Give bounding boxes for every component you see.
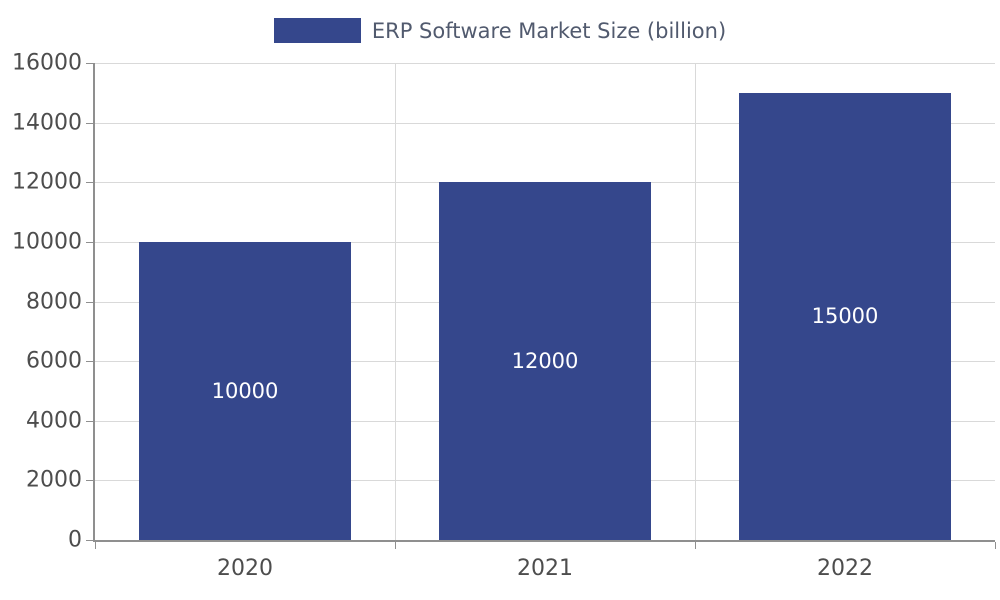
plot-area: 0 2000 4000 6000 8000 10000 12000 14000 16000 100… <box>12 51 996 581</box>
y-tick-mark <box>86 301 93 303</box>
x-tick-mark <box>395 542 396 549</box>
y-tick-label: 10000 <box>12 229 82 255</box>
x-tick-mark <box>95 542 96 549</box>
y-tick-mark <box>86 361 93 363</box>
x-tick-label: 2021 <box>517 556 573 581</box>
legend[interactable]: ERP Software Market Size (billion) <box>0 18 1000 43</box>
y-tick-label: 4000 <box>26 408 82 434</box>
gridline-v <box>395 63 396 540</box>
legend-swatch <box>273 18 361 43</box>
x-tick-mark <box>995 542 996 549</box>
x-tick-mark <box>695 542 696 549</box>
y-tick-label: 2000 <box>26 467 82 493</box>
x-axis-line <box>93 540 995 542</box>
y-tick-label: 8000 <box>26 289 82 314</box>
y-tick-mark <box>86 480 93 482</box>
y-tick-label: 0 <box>68 527 82 553</box>
bar-value-label: 12000 <box>511 349 579 374</box>
bar: 15000 <box>739 92 951 540</box>
bar-value-label: 15000 <box>811 304 879 329</box>
gridline-v <box>695 63 696 540</box>
y-tick-mark <box>86 420 93 422</box>
y-tick-mark <box>86 540 93 541</box>
legend-label: ERP Software Market Size (billion) <box>371 18 727 43</box>
y-tick-mark <box>86 122 93 124</box>
y-tick-mark <box>86 63 93 64</box>
y-tick-mark <box>86 182 93 184</box>
y-tick-label: 14000 <box>12 110 82 136</box>
x-tick-label: 2022 <box>817 556 873 581</box>
y-tick-label: 6000 <box>26 348 82 374</box>
y-tick-mark <box>86 241 93 243</box>
y-tick-label: 16000 <box>12 50 82 76</box>
y-axis-line <box>93 63 95 540</box>
bar: 12000 <box>439 182 651 540</box>
gridline-h <box>95 63 995 64</box>
x-tick-label: 2020 <box>217 556 273 581</box>
bar-value-label: 10000 <box>211 378 279 403</box>
y-tick-label: 12000 <box>12 169 82 195</box>
gridline-h <box>95 122 995 124</box>
bar: 10000 <box>139 241 351 540</box>
